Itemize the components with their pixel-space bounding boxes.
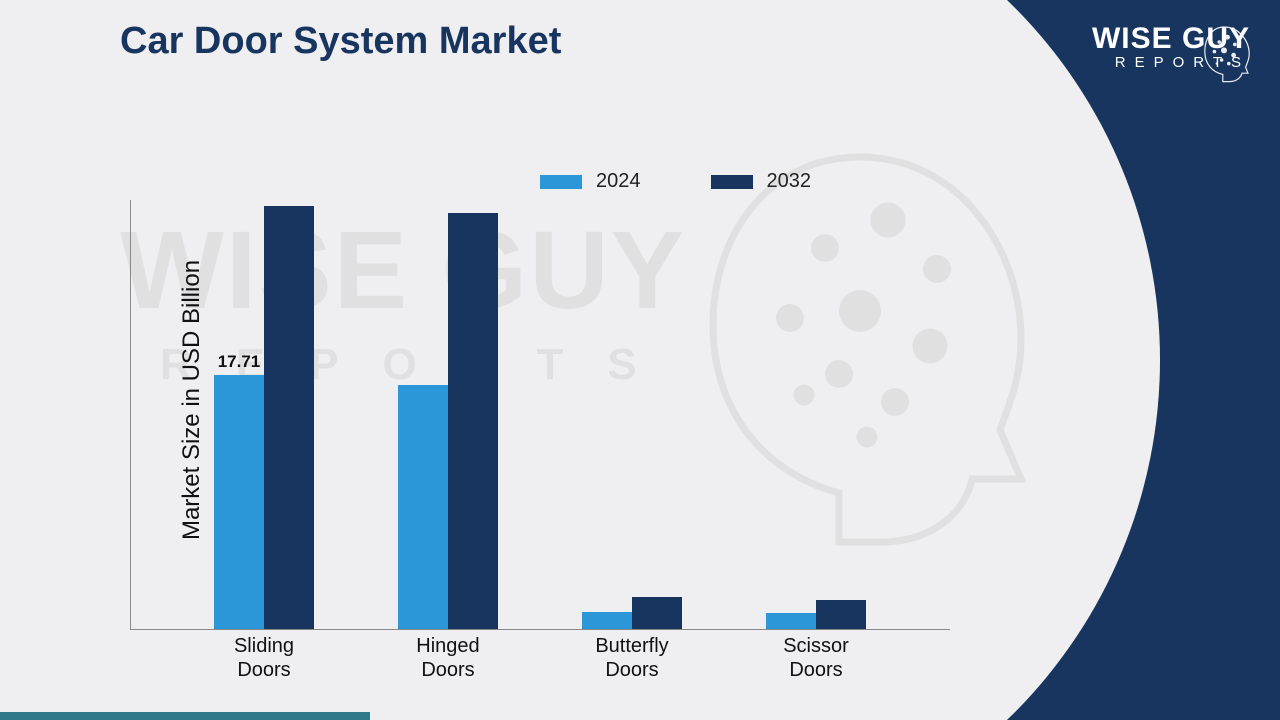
bar [398,385,448,629]
bottom-accent-bar [0,712,370,720]
brand-head-icon [1194,24,1254,84]
bar [214,375,264,629]
chart-canvas: WISE GUY REPORTS Car Door System Market … [0,0,1280,720]
chart-title: Car Door System Market [120,20,561,63]
bar [448,213,498,629]
x-axis-category-label: ScissorDoors [736,630,896,682]
y-axis-line [130,200,131,630]
x-axis-category-label: HingedDoors [368,630,528,682]
bar [582,612,632,629]
legend: 2024 2032 [540,170,811,193]
brand-logo: WISE GUY REPORTS [1092,22,1250,71]
legend-swatch-2032 [711,175,753,189]
bar [264,206,314,629]
legend-swatch-2024 [540,175,582,189]
legend-item-2024: 2024 [540,170,641,193]
x-axis-category-label: ButterflyDoors [552,630,712,682]
bar [816,600,866,629]
legend-item-2032: 2032 [711,170,812,193]
chart-title-text: Car Door System Market [120,20,561,62]
legend-label-2032: 2032 [767,170,812,193]
bar-chart: 17.71SlidingDoorsHingedDoorsButterflyDoo… [130,200,950,630]
bar [632,597,682,629]
bar-value-label: 17.71 [194,352,284,372]
bar [766,613,816,629]
legend-label-2024: 2024 [596,170,641,193]
x-axis-category-label: SlidingDoors [184,630,344,682]
y-axis-label: Market Size in USD Billion [178,260,206,540]
